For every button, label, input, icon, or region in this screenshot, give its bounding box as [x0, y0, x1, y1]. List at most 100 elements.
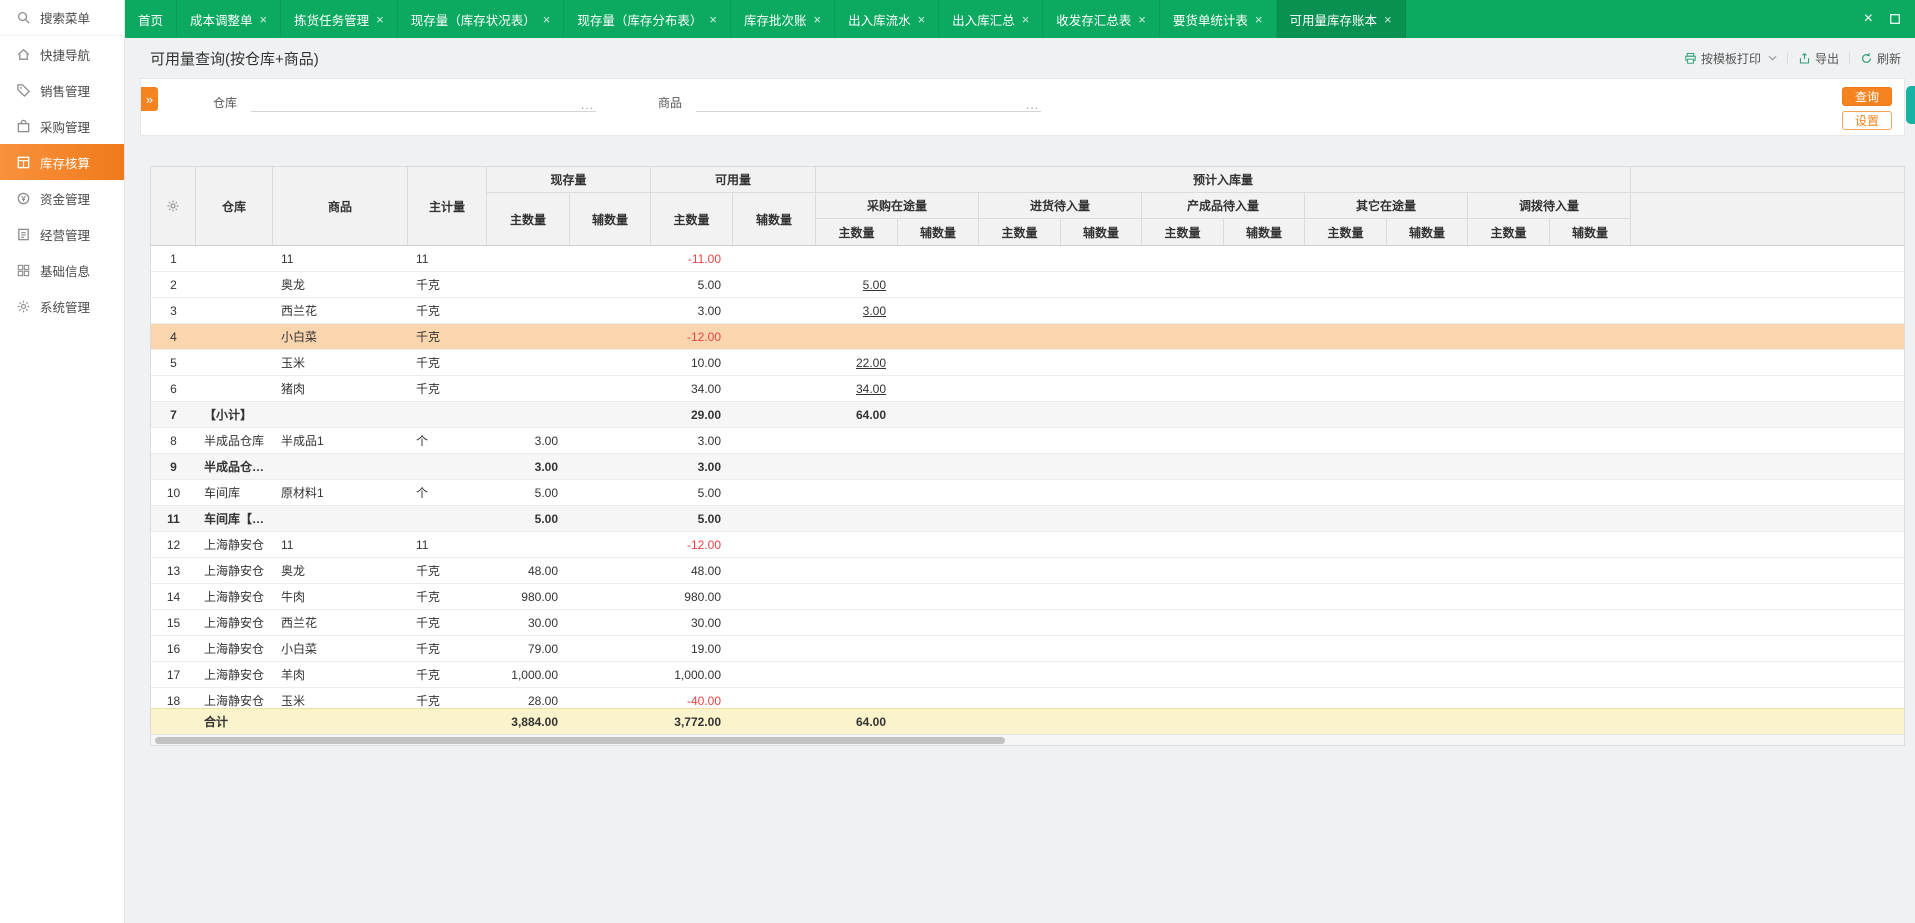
table-row[interactable]: 14 上海静安仓 牛肉 千克 980.00 980.00: [151, 584, 1904, 610]
drill-down-link[interactable]: 34.00: [855, 381, 886, 396]
header-cell[interactable]: 主数量: [1305, 219, 1387, 245]
drill-down-link[interactable]: 3.00: [862, 303, 886, 318]
settings-button[interactable]: 设置: [1842, 111, 1892, 130]
header-cell[interactable]: 预计入库量: [816, 167, 1631, 193]
header-cell[interactable]: 现存量: [487, 167, 651, 193]
close-window-icon[interactable]: ×: [1863, 10, 1873, 27]
sidebar-item[interactable]: 基础信息: [0, 252, 124, 288]
header-cell[interactable]: 辅数量: [733, 193, 816, 245]
header-cell[interactable]: [151, 167, 196, 245]
sidebar-item[interactable]: 系统管理: [0, 288, 124, 324]
tab-item[interactable]: 可用量库存账本 ×: [1276, 0, 1406, 38]
table-row[interactable]: 8 半成品仓库 半成品1 个 3.00 3.00: [151, 428, 1904, 454]
drill-down-link[interactable]: 5.00: [862, 277, 886, 292]
table-cell: 11: [408, 246, 487, 271]
header-cell[interactable]: 其它在途量: [1305, 193, 1468, 219]
header-cell[interactable]: 主数量: [1142, 219, 1224, 245]
tab-close-icon[interactable]: ×: [259, 11, 268, 27]
header-label: 主数量: [673, 212, 710, 227]
tab-close-icon[interactable]: ×: [1138, 11, 1146, 27]
table-cell: 千克: [408, 584, 487, 609]
header-cell[interactable]: 主数量: [979, 219, 1061, 245]
header-cell[interactable]: 辅数量: [1550, 219, 1631, 245]
tab-close-icon[interactable]: ×: [1021, 11, 1030, 27]
tab-item[interactable]: 要货单统计表 ×: [1160, 0, 1277, 38]
table-cell: [898, 428, 979, 453]
table-row[interactable]: 12 上海静安仓 11 11 -12.00: [151, 532, 1904, 558]
header-cell[interactable]: 辅数量: [1387, 219, 1468, 245]
header-cell[interactable]: 辅数量: [570, 193, 651, 245]
table-row[interactable]: 9 半成品仓库【小计】 3.00 3.00: [151, 454, 1904, 480]
header-cell[interactable]: 可用量: [651, 167, 816, 193]
header-cell[interactable]: 产成品待入量: [1142, 193, 1305, 219]
header-cell[interactable]: 辅数量: [898, 219, 979, 245]
table-row[interactable]: 7 【小计】 29.00 64.00: [151, 402, 1904, 428]
table-row[interactable]: 1 11 11 -11.00: [151, 246, 1904, 272]
sidebar-item[interactable]: 快捷导航: [0, 36, 124, 72]
drill-down-link[interactable]: 22.00: [855, 355, 886, 370]
table-row[interactable]: 4 小白菜 千克 -12.00: [151, 324, 1904, 350]
export-button[interactable]: 导出: [1798, 50, 1839, 67]
warehouse-picker-icon[interactable]: ...: [581, 98, 595, 112]
tab-item[interactable]: 出入库流水 ×: [835, 0, 940, 38]
table-row[interactable]: 10 车间库 原材料1 个 5.00 5.00: [151, 480, 1904, 506]
header-cell[interactable]: 主数量: [487, 193, 570, 245]
header-cell[interactable]: 主数量: [1468, 219, 1550, 245]
header-cell[interactable]: 主计量: [408, 167, 487, 245]
tab-item[interactable]: 成本调整单 ×: [177, 0, 282, 38]
sidebar-item[interactable]: 搜索菜单: [0, 0, 124, 36]
table-row[interactable]: 18 上海静安仓 玉米 千克 28.00 -40.00: [151, 688, 1904, 708]
tab-close-icon[interactable]: ×: [376, 11, 384, 27]
filter-expand-button[interactable]: »: [141, 87, 158, 111]
sidebar-item[interactable]: 资金管理: [0, 180, 124, 216]
tab-item[interactable]: 收发存汇总表 ×: [1043, 0, 1160, 38]
tab-close-icon[interactable]: ×: [542, 11, 551, 27]
table-row[interactable]: 16 上海静安仓 小白菜 千克 79.00 19.00: [151, 636, 1904, 662]
tab-item[interactable]: 首页: [125, 0, 178, 38]
header-cell[interactable]: 采购在途量: [816, 193, 979, 219]
tab-close-icon[interactable]: ×: [917, 11, 926, 27]
chevron-down-icon[interactable]: [1768, 55, 1777, 61]
header-cell[interactable]: 主数量: [816, 219, 898, 245]
header-cell[interactable]: 调拨待入量: [1468, 193, 1631, 219]
table-row[interactable]: 2 奥龙 千克 5.00 5.00: [151, 272, 1904, 298]
tab-close-icon[interactable]: ×: [813, 11, 822, 27]
warehouse-label: 仓库: [213, 96, 238, 110]
tab-close-icon[interactable]: ×: [1254, 11, 1263, 27]
table-row[interactable]: 11 车间库【小计】 5.00 5.00: [151, 506, 1904, 532]
table-row[interactable]: 6 猪肉 千克 34.00 34.00: [151, 376, 1904, 402]
print-template-button[interactable]: 按模板打印: [1684, 50, 1777, 67]
table-row[interactable]: 15 上海静安仓 西兰花 千克 30.00 30.00: [151, 610, 1904, 636]
header-cell[interactable]: 进货待入量: [979, 193, 1142, 219]
header-cell[interactable]: 辅数量: [1224, 219, 1305, 245]
table-row[interactable]: 17 上海静安仓 羊肉 千克 1,000.00 1,000.00: [151, 662, 1904, 688]
refresh-button[interactable]: 刷新: [1860, 50, 1901, 67]
sidebar-item[interactable]: 采购管理: [0, 108, 124, 144]
product-picker-icon[interactable]: ...: [1026, 98, 1040, 112]
tab-item[interactable]: 现存量（库存状况表） ×: [398, 0, 565, 38]
tab-item[interactable]: 拣货任务管理 ×: [281, 0, 398, 38]
grid-settings-icon[interactable]: [166, 199, 180, 213]
h-scrollbar[interactable]: [151, 734, 1904, 745]
sidebar-item[interactable]: 销售管理: [0, 72, 124, 108]
sidebar-item[interactable]: 库存核算: [0, 144, 124, 180]
tab-close-icon[interactable]: ×: [709, 11, 717, 27]
query-button[interactable]: 查询: [1842, 87, 1892, 106]
tab-close-icon[interactable]: ×: [1384, 11, 1392, 27]
header-cell[interactable]: 仓库: [196, 167, 273, 245]
tab-item[interactable]: 现存量（库存分布表） ×: [564, 0, 731, 38]
sidebar-item[interactable]: 经营管理: [0, 216, 124, 252]
warehouse-input[interactable]: ...: [251, 93, 597, 112]
tab-item[interactable]: 库存批次账 ×: [731, 0, 836, 38]
table-row[interactable]: 5 玉米 千克 10.00 22.00: [151, 350, 1904, 376]
header-cell[interactable]: 辅数量: [1061, 219, 1142, 245]
side-helper-handle[interactable]: [1906, 86, 1915, 124]
header-cell[interactable]: 主数量: [651, 193, 733, 245]
product-input[interactable]: ...: [696, 93, 1042, 112]
tab-item[interactable]: 出入库汇总 ×: [939, 0, 1044, 38]
header-cell[interactable]: 商品: [273, 167, 408, 245]
h-scrollbar-thumb[interactable]: [155, 737, 1006, 744]
table-row[interactable]: 13 上海静安仓 奥龙 千克 48.00 48.00: [151, 558, 1904, 584]
maximize-icon[interactable]: [1889, 13, 1901, 25]
table-row[interactable]: 3 西兰花 千克 3.00 3.00: [151, 298, 1904, 324]
